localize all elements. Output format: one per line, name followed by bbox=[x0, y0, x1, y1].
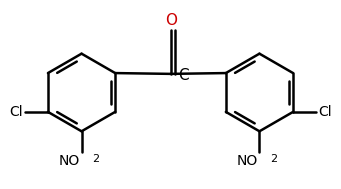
Text: Cl: Cl bbox=[9, 105, 23, 119]
Text: NO: NO bbox=[237, 154, 258, 168]
Text: C: C bbox=[179, 68, 189, 83]
Text: NO: NO bbox=[59, 154, 80, 168]
Text: O: O bbox=[165, 13, 177, 28]
Text: Cl: Cl bbox=[318, 105, 332, 119]
Text: 2: 2 bbox=[270, 154, 277, 164]
Text: 2: 2 bbox=[92, 154, 99, 164]
